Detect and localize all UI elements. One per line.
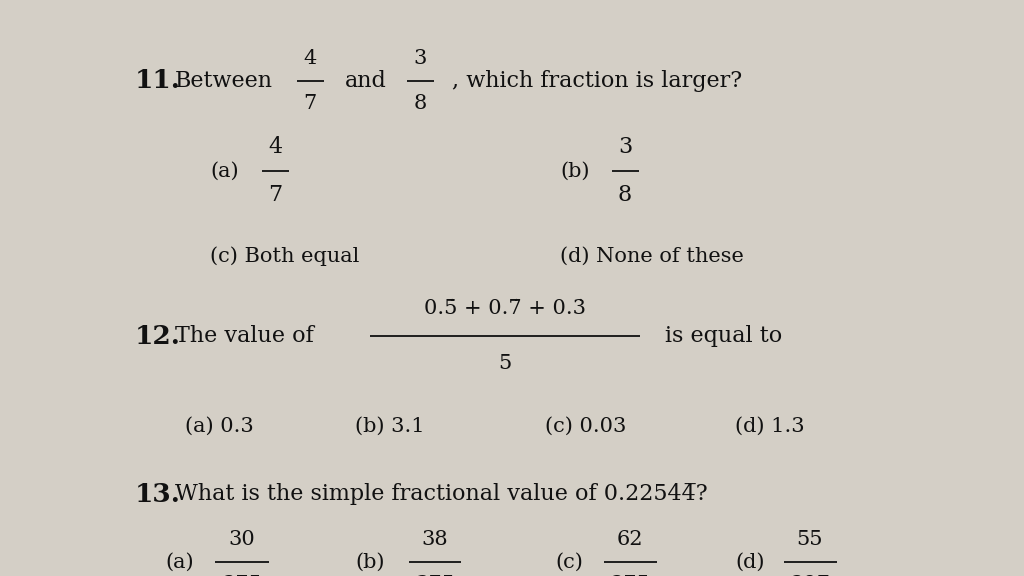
Text: 8: 8 xyxy=(414,94,427,113)
Text: (d): (d) xyxy=(735,552,765,571)
Text: 8: 8 xyxy=(617,184,632,206)
Text: 30: 30 xyxy=(228,530,255,549)
Text: 7: 7 xyxy=(268,184,282,206)
Text: 55: 55 xyxy=(797,530,823,549)
Text: (c) Both equal: (c) Both equal xyxy=(210,246,359,266)
Text: 13.: 13. xyxy=(135,482,181,506)
Text: is equal to: is equal to xyxy=(665,325,782,347)
Text: 12.: 12. xyxy=(135,324,181,348)
Text: (a): (a) xyxy=(210,161,239,180)
Text: 5: 5 xyxy=(499,354,512,373)
Text: 297: 297 xyxy=(791,575,829,576)
Text: 375: 375 xyxy=(415,575,455,576)
Text: 4: 4 xyxy=(303,49,316,68)
Text: (a) 0.3: (a) 0.3 xyxy=(185,416,254,435)
Text: 4: 4 xyxy=(268,136,282,158)
Text: 3: 3 xyxy=(617,136,632,158)
Text: 3: 3 xyxy=(414,49,427,68)
Text: (d) 1.3: (d) 1.3 xyxy=(735,416,805,435)
Text: and: and xyxy=(345,70,387,92)
Text: (c): (c) xyxy=(555,552,583,571)
Text: Between: Between xyxy=(175,70,273,92)
Text: , which fraction is larger?: , which fraction is larger? xyxy=(452,70,742,92)
Text: What is the simple fractional value of 0.22544̅?: What is the simple fractional value of 0… xyxy=(175,483,708,505)
Text: (c) 0.03: (c) 0.03 xyxy=(545,416,627,435)
Text: 11.: 11. xyxy=(135,69,181,93)
Text: The value of: The value of xyxy=(175,325,313,347)
Text: (a): (a) xyxy=(165,552,194,571)
Text: 275: 275 xyxy=(610,575,650,576)
Text: 38: 38 xyxy=(422,530,449,549)
Text: 7: 7 xyxy=(303,94,316,113)
Text: (d) None of these: (d) None of these xyxy=(560,247,743,266)
Text: 0.5̇ + 0.7̇ + 0.3̇: 0.5̇ + 0.7̇ + 0.3̇ xyxy=(424,299,586,318)
Text: (b): (b) xyxy=(355,552,384,571)
Text: (b) 3.1: (b) 3.1 xyxy=(355,416,425,435)
Text: 62: 62 xyxy=(616,530,643,549)
Text: (b): (b) xyxy=(560,161,590,180)
Text: 275: 275 xyxy=(222,575,262,576)
